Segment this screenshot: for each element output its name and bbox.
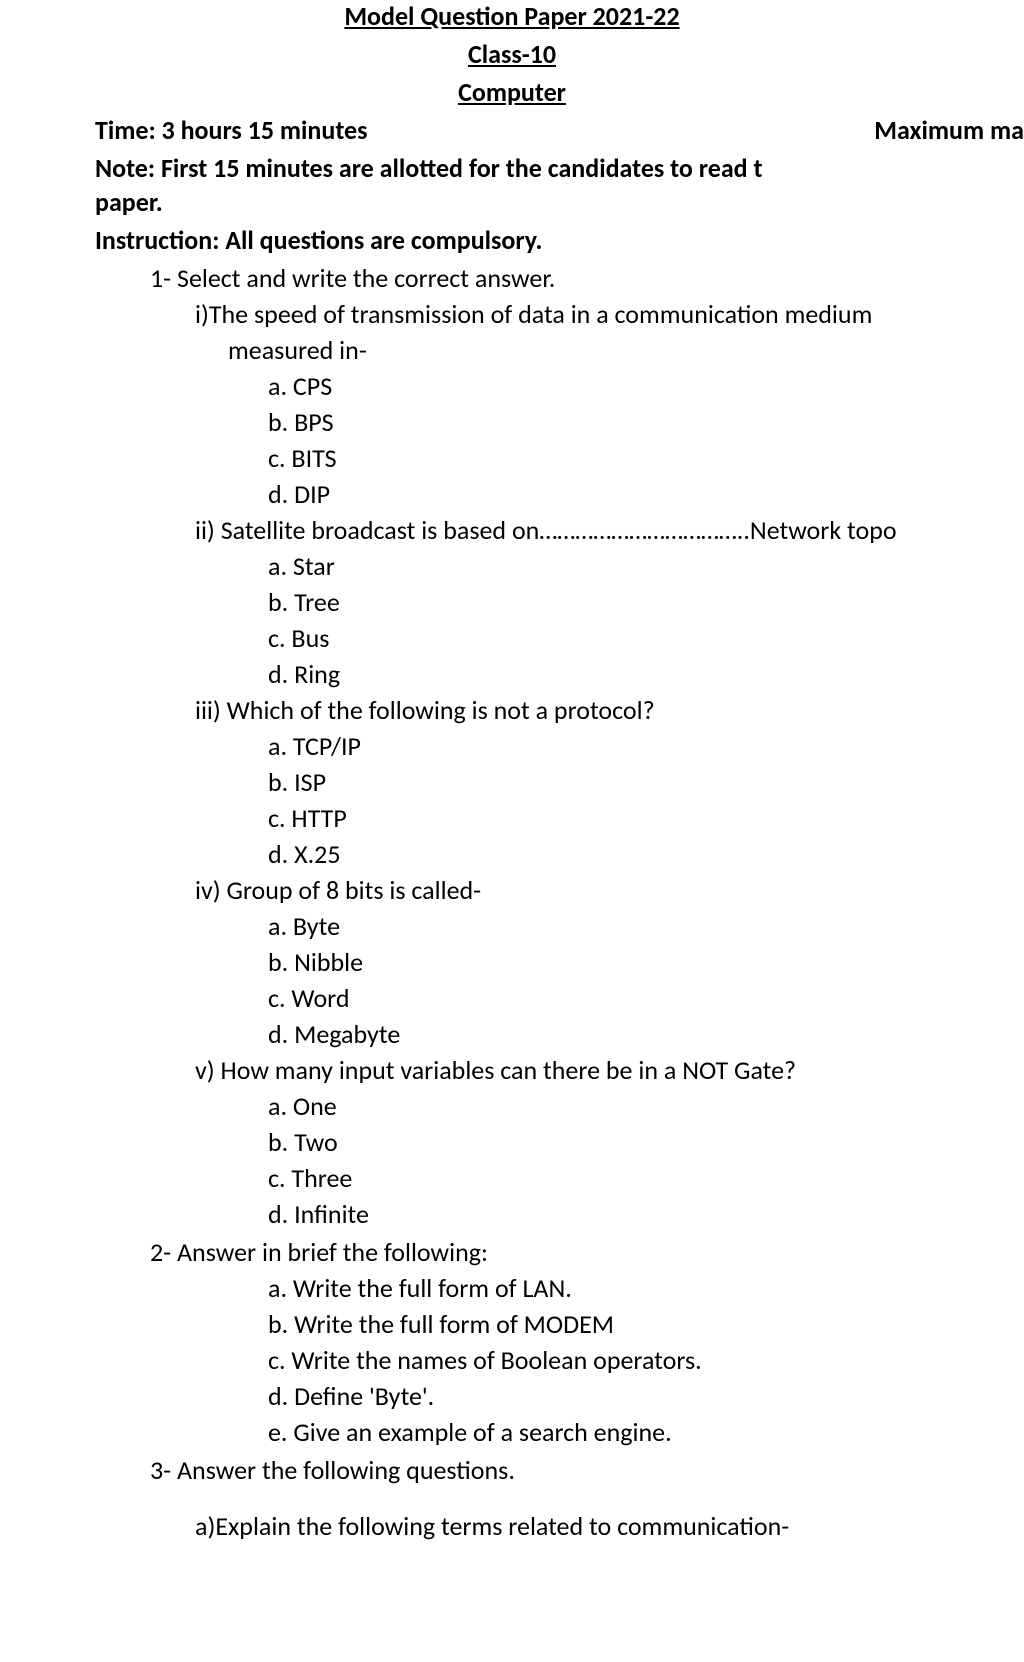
q1-iv-d: d. Megabyte <box>0 1018 1024 1050</box>
q1-iv-a: a. Byte <box>0 910 1024 942</box>
q1-ii-b: b. Tree <box>0 586 1024 618</box>
subject-label: Computer <box>0 76 1024 108</box>
q2-title: 2- Answer in brief the following: <box>0 1236 1024 1268</box>
q2-b: b. Write the full form of MODEM <box>0 1308 1024 1340</box>
instruction-line: Instruction: All questions are compulsor… <box>0 224 1024 256</box>
q1-iii-c: c. HTTP <box>0 802 1024 834</box>
time-label: Time: 3 hours 15 minutes <box>95 114 368 146</box>
q1-v-c: c. Three <box>0 1162 1024 1194</box>
q2-d: d. Define 'Byte'. <box>0 1380 1024 1412</box>
q2-e: e. Give an example of a search engine. <box>0 1416 1024 1448</box>
class-label: Class-10 <box>0 38 1024 70</box>
q1-ii-a: a. Star <box>0 550 1024 582</box>
q1-iii-b: b. ISP <box>0 766 1024 798</box>
q1-i-c: c. BITS <box>0 442 1024 474</box>
meta-row: Time: 3 hours 15 minutes Maximum ma <box>0 114 1024 146</box>
q1-ii-c: c. Bus <box>0 622 1024 654</box>
note-line-1: Note: First 15 minutes are allotted for … <box>0 152 1024 184</box>
q3-title: 3- Answer the following questions. <box>0 1454 1024 1486</box>
note-line-2: paper. <box>0 186 1024 218</box>
q1-iv-c: c. Word <box>0 982 1024 1014</box>
q1-title: 1- Select and write the correct answer. <box>0 262 1024 294</box>
q1-ii-text: ii) Satellite broadcast is based on……………… <box>0 514 1024 546</box>
q1-v-d: d. Infinite <box>0 1198 1024 1230</box>
model-paper-title: Model Question Paper 2021-22 <box>0 0 1024 32</box>
q1-i-b: b. BPS <box>0 406 1024 438</box>
q1-i-d: d. DIP <box>0 478 1024 510</box>
q1-iii-a: a. TCP/IP <box>0 730 1024 762</box>
q1-v-b: b. Two <box>0 1126 1024 1158</box>
q1-v-a: a. One <box>0 1090 1024 1122</box>
q1-v-text: v) How many input variables can there be… <box>0 1054 1024 1086</box>
q1-iii-d: d. X.25 <box>0 838 1024 870</box>
q1-i-cont: measured in- <box>0 334 1024 366</box>
q1-iii-text: iii) Which of the following is not a pro… <box>0 694 1024 726</box>
q1-i-a: a. CPS <box>0 370 1024 402</box>
q2-a: a. Write the full form of LAN. <box>0 1272 1024 1304</box>
maximum-label: Maximum ma <box>874 114 1024 146</box>
q1-iv-text: iv) Group of 8 bits is called- <box>0 874 1024 906</box>
q3-a: a)Explain the following terms related to… <box>0 1510 1024 1542</box>
q1-i-text: i)The speed of transmission of data in a… <box>0 298 1024 330</box>
q2-c: c. Write the names of Boolean operators. <box>0 1344 1024 1376</box>
q1-ii-d: d. Ring <box>0 658 1024 690</box>
q1-iv-b: b. Nibble <box>0 946 1024 978</box>
